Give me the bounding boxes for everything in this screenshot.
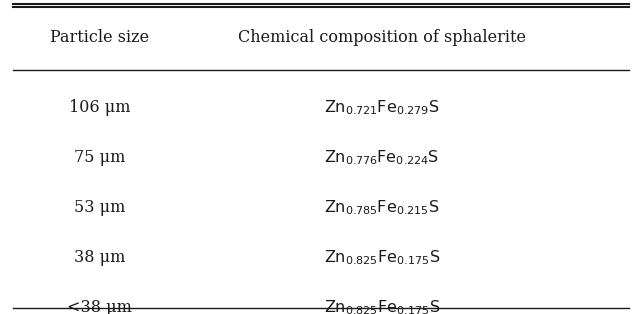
Text: $\mathrm{Zn_{0.785}Fe_{0.215}S}$: $\mathrm{Zn_{0.785}Fe_{0.215}S}$	[324, 199, 440, 217]
Text: 75 μm: 75 μm	[74, 149, 125, 166]
Text: <38 μm: <38 μm	[67, 300, 132, 314]
Text: $\mathrm{Zn_{0.825}Fe_{0.175}S}$: $\mathrm{Zn_{0.825}Fe_{0.175}S}$	[324, 299, 440, 314]
Text: 38 μm: 38 μm	[74, 250, 125, 267]
Text: Particle size: Particle size	[50, 30, 149, 46]
Text: $\mathrm{Zn_{0.721}Fe_{0.279}S}$: $\mathrm{Zn_{0.721}Fe_{0.279}S}$	[324, 99, 440, 117]
Text: Chemical composition of sphalerite: Chemical composition of sphalerite	[238, 30, 526, 46]
Text: $\mathrm{Zn_{0.776}Fe_{0.224}S}$: $\mathrm{Zn_{0.776}Fe_{0.224}S}$	[324, 149, 440, 167]
Text: 106 μm: 106 μm	[69, 100, 130, 116]
Text: 53 μm: 53 μm	[74, 199, 125, 216]
Text: $\mathrm{Zn_{0.825}Fe_{0.175}S}$: $\mathrm{Zn_{0.825}Fe_{0.175}S}$	[324, 249, 440, 267]
